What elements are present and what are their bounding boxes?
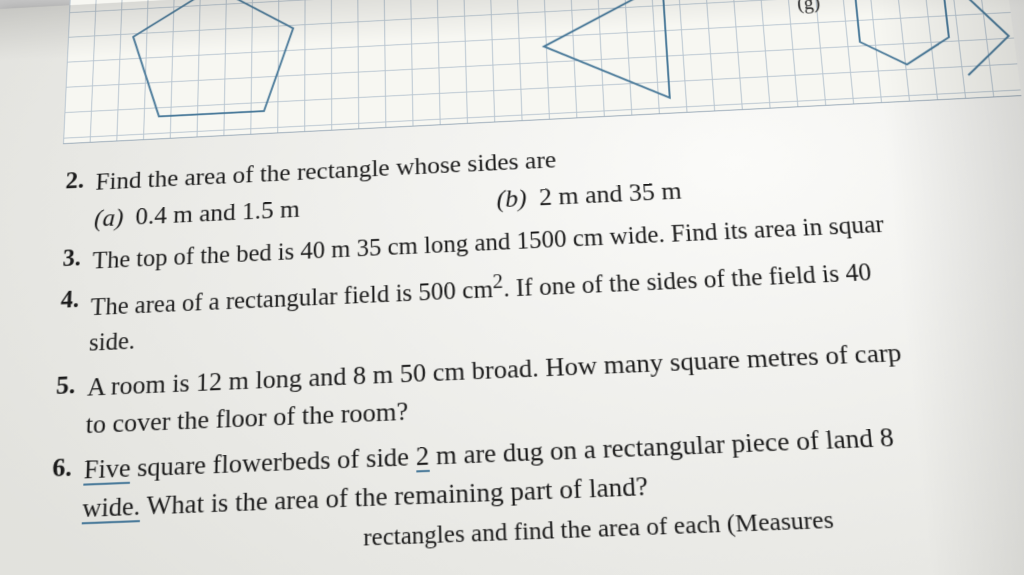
partial-shape xyxy=(948,0,1024,80)
q3-number: 3. xyxy=(47,244,93,273)
question-list: 2. Find the area of the rectangle whose … xyxy=(33,120,1024,566)
q4-number: 4. xyxy=(45,286,91,315)
q6-two: 2 xyxy=(416,444,430,472)
q2-number: 2. xyxy=(51,166,96,196)
q2a-label: (a) xyxy=(94,203,124,232)
textbook-page: (f) (g) 2. Find the area of the rectangl… xyxy=(0,0,1024,575)
hexagon-shape xyxy=(848,0,958,72)
q2-part-a: (a) 0.4 m and 1.5 m xyxy=(93,192,300,237)
grid-figure-area: (f) (g) xyxy=(63,0,1021,144)
q5-number: 5. xyxy=(41,369,88,401)
q2b-text: 2 m and 35 m xyxy=(538,176,682,211)
pentagon-shape xyxy=(121,0,303,128)
q6-mid: square flowerbeds of side xyxy=(130,442,416,484)
triangle-shape xyxy=(530,0,682,107)
q6-five: Five xyxy=(83,456,131,485)
q2-part-b: (b) 2 m and 35 m xyxy=(496,174,683,218)
q4-sup: 2 xyxy=(492,269,503,293)
q2b-label: (b) xyxy=(496,184,527,213)
q6-number: 6. xyxy=(37,452,85,485)
label-g: (g) xyxy=(796,0,821,15)
q6-line2-a: wide. xyxy=(82,494,141,524)
q2a-text: 0.4 m and 1.5 m xyxy=(135,195,300,230)
